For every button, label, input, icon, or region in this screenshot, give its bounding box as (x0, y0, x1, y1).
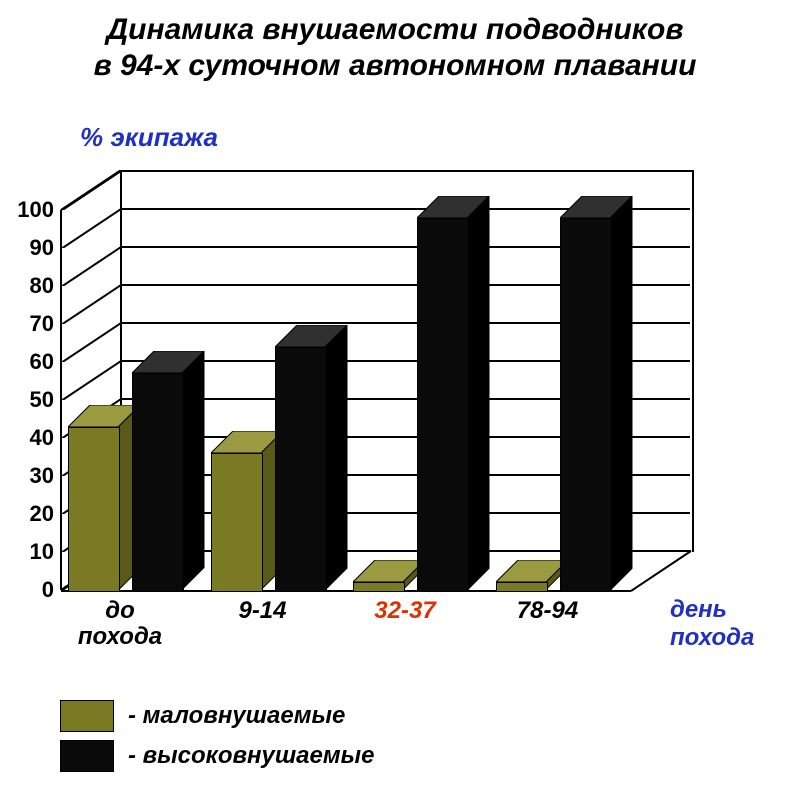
ytick-label: 50 (4, 387, 54, 413)
gridline (120, 170, 690, 172)
xcat-line1: 9-14 (238, 597, 286, 624)
bar-front (496, 582, 548, 592)
xcat-label: 9-14 (193, 598, 333, 624)
bar-front (68, 427, 120, 592)
bar (211, 431, 283, 590)
gridline-side (60, 170, 120, 210)
gridline-side (60, 360, 120, 400)
xaxis-title-line1: день (670, 596, 727, 623)
bar-front (275, 347, 327, 592)
plot-area: 0102030405060708090100 допохода9-1432-37… (60, 170, 730, 600)
xaxis-title-line2: похода (670, 624, 754, 651)
gridline-side (60, 322, 120, 362)
legend-item: - высоковнушаемые (60, 740, 374, 772)
bar-front (132, 373, 184, 592)
bar-top (132, 351, 206, 375)
xcat-line1: 32-37 (374, 597, 435, 624)
ytick-label: 80 (4, 273, 54, 299)
ytick-label: 20 (4, 501, 54, 527)
legend: - маловнушаемые - высоковнушаемые (60, 700, 374, 780)
bar-top (496, 560, 570, 584)
bar-top (68, 405, 142, 429)
bar (496, 560, 568, 590)
bar-top (353, 560, 427, 584)
gridline-side (60, 284, 120, 324)
chart-title: Динамика внушаемости подводников в 94-х … (0, 12, 790, 84)
bar (132, 351, 204, 590)
xcat-line1: до (105, 597, 135, 624)
legend-item: - маловнушаемые (60, 700, 374, 732)
bar-front (417, 218, 469, 592)
title-line2: в 94-х суточном автономном плавании (94, 49, 697, 82)
bar-top (417, 196, 491, 220)
xcat-line2: похода (78, 623, 162, 650)
yaxis-title: % экипажа (80, 122, 218, 153)
legend-swatch (60, 700, 114, 732)
xcat-label: 78-94 (478, 598, 618, 624)
xcat-line1: 78-94 (517, 597, 578, 624)
bar-front (211, 453, 263, 592)
bar (560, 196, 632, 590)
ytick-label: 0 (4, 577, 54, 603)
gridline-side (60, 208, 120, 248)
ytick-label: 10 (4, 539, 54, 565)
ytick-label: 90 (4, 235, 54, 261)
ytick-label: 30 (4, 463, 54, 489)
bar (417, 196, 489, 590)
bar-top (560, 196, 634, 220)
bar-front (353, 582, 405, 592)
legend-label: - высоковнушаемые (128, 742, 374, 770)
bar (275, 325, 347, 590)
title-line1: Динамика внушаемости подводников (107, 13, 684, 46)
legend-swatch (60, 740, 114, 772)
bar-top (211, 431, 285, 455)
ytick-label: 100 (4, 197, 54, 223)
ytick-label: 70 (4, 311, 54, 337)
xcat-label: допохода (50, 598, 190, 651)
bar (353, 560, 425, 590)
page: Динамика внушаемости подводников в 94-х … (0, 0, 790, 803)
xcat-label: 32-37 (335, 598, 475, 624)
bar-front (560, 218, 612, 592)
ytick-label: 40 (4, 425, 54, 451)
legend-label: - маловнушаемые (128, 702, 345, 730)
xaxis-title: день похода (670, 596, 754, 651)
bar-top (275, 325, 349, 349)
bar (68, 405, 140, 590)
ytick-label: 60 (4, 349, 54, 375)
gridline-side (60, 246, 120, 286)
